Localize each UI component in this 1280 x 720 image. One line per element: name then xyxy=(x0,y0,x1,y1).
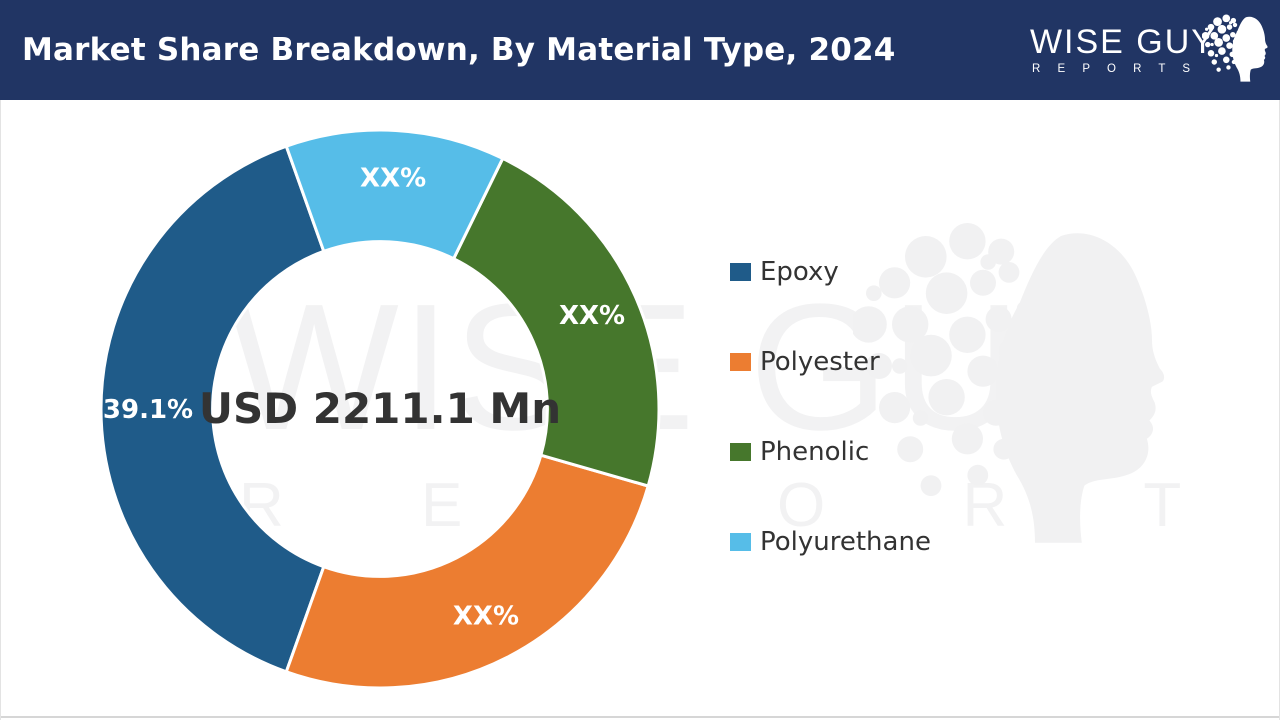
donut-label-phenolic: XX% xyxy=(559,301,625,331)
donut-label-polyurethane: XX% xyxy=(360,163,426,193)
legend-item-phenolic: Phenolic xyxy=(730,407,931,497)
legend-swatch-epoxy xyxy=(730,263,751,281)
legend-label-epoxy: Epoxy xyxy=(760,257,839,287)
donut-segment-polyurethane xyxy=(284,128,505,261)
logo-name: WISE GUY xyxy=(1029,23,1216,61)
chart-area: WISE GUY R E P O R T S 39.1%XX%XX%XX% US… xyxy=(0,100,1280,720)
legend-swatch-polyurethane xyxy=(730,533,751,551)
logo-face-icon xyxy=(1202,14,1268,82)
legend-label-polyester: Polyester xyxy=(760,347,880,377)
donut-segment-phenolic xyxy=(452,156,661,488)
face-dots-group xyxy=(1202,14,1268,82)
legend-swatch-polyester xyxy=(730,353,751,371)
logo-text-block: WISE GUY R E P O R T S xyxy=(1030,25,1216,75)
legend-swatch-phenolic xyxy=(730,443,751,461)
chart-legend: Epoxy Polyester Phenolic Polyurethane xyxy=(730,227,931,587)
logo-tagline: R E P O R T S xyxy=(1031,63,1198,75)
donut-segment-polyester xyxy=(284,453,650,690)
legend-label-phenolic: Phenolic xyxy=(760,437,870,467)
donut-label-polyester: XX% xyxy=(453,601,519,631)
donut-center-value: USD 2211.1 Mn xyxy=(198,383,562,433)
legend-item-polyurethane: Polyurethane xyxy=(730,497,931,587)
bottom-divider xyxy=(1,716,1279,718)
donut-label-epoxy: 39.1% xyxy=(103,395,193,425)
wise-guy-logo: WISE GUY R E P O R T S xyxy=(1030,8,1268,92)
header-bar: Market Share Breakdown, By Material Type… xyxy=(0,0,1280,100)
donut-chart: 39.1% XX% XX% XX% xyxy=(99,128,661,690)
legend-label-polyurethane: Polyurethane xyxy=(760,527,931,557)
legend-item-epoxy: Epoxy xyxy=(730,227,931,317)
page-title: Market Share Breakdown, By Material Type… xyxy=(22,32,896,68)
legend-item-polyester: Polyester xyxy=(730,317,931,407)
donut-segment-epoxy xyxy=(99,144,326,674)
